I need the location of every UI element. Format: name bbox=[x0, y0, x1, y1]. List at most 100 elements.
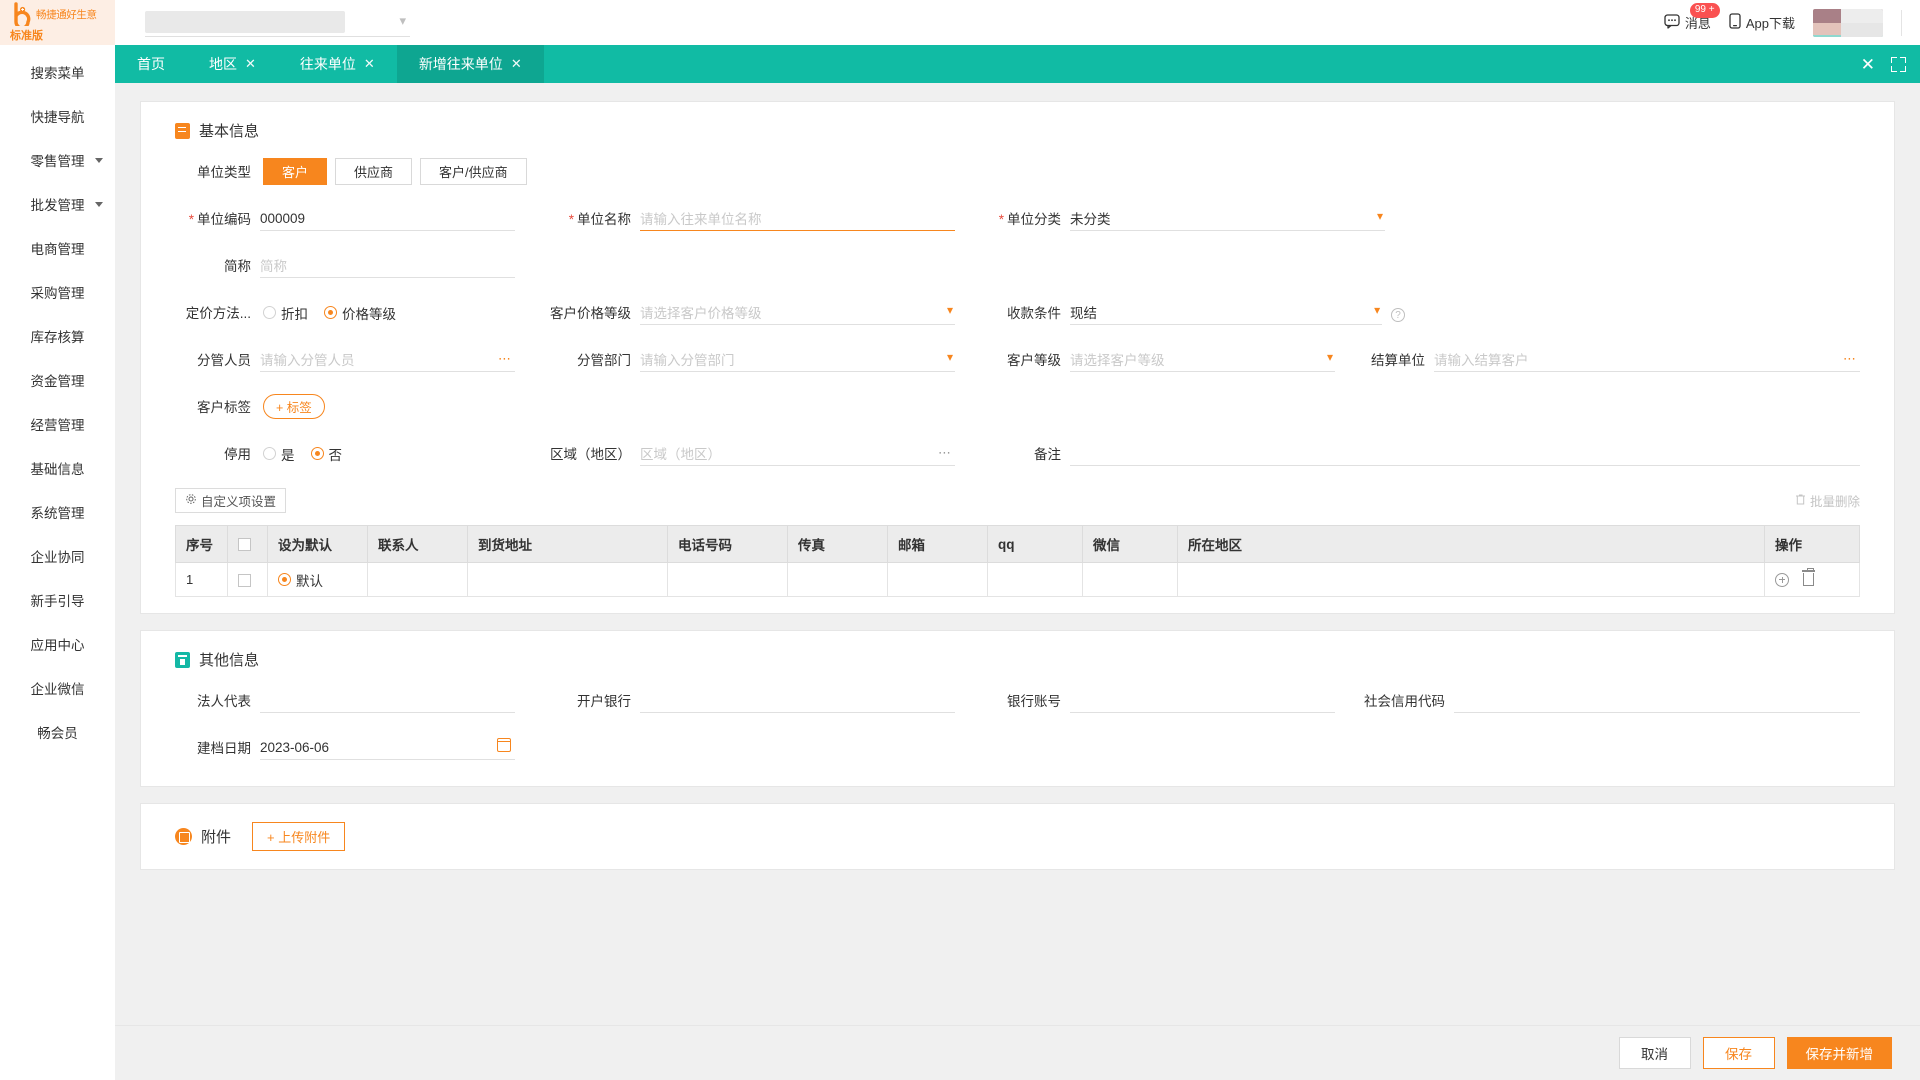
other-info-header: 其他信息 bbox=[141, 649, 1894, 670]
sidebar-item-retail[interactable]: 零售管理 bbox=[0, 138, 115, 182]
close-icon[interactable]: ✕ bbox=[510, 56, 522, 71]
message-label: 消息 bbox=[1684, 16, 1711, 31]
save-button[interactable]: 保存 bbox=[1702, 1037, 1775, 1069]
settlement-unit-input[interactable]: 请输入结算客户 ⋯ bbox=[1434, 347, 1860, 372]
close-icon[interactable]: ✕ bbox=[245, 56, 256, 71]
cell-contact[interactable] bbox=[367, 562, 468, 597]
sidebar-item-label: 企业微信 bbox=[30, 682, 85, 697]
custom-item-settings-button[interactable]: 自定义项设置 bbox=[175, 488, 287, 513]
unit-category-label: 单位分类 bbox=[1007, 212, 1061, 227]
sidebar-item-label: 零售管理 bbox=[30, 154, 85, 169]
bank-name-input[interactable] bbox=[640, 688, 955, 713]
calendar-icon[interactable] bbox=[497, 738, 511, 752]
department-select[interactable]: 请输入分管部门 ▾ bbox=[640, 347, 955, 372]
tab-new-counterparty[interactable]: 新增往来单位 ✕ bbox=[396, 45, 544, 83]
sidebar-item-inventory[interactable]: 库存核算 bbox=[0, 314, 115, 358]
pricing-option-discount[interactable]: 折扣 bbox=[263, 303, 308, 323]
tab-home[interactable]: 首页 bbox=[115, 45, 187, 83]
help-icon[interactable]: ? bbox=[1391, 308, 1405, 322]
bank-account-input[interactable] bbox=[1070, 688, 1335, 713]
sidebar: 搜索菜单 快捷导航 零售管理 批发管理 电商管理 采购管理 库存核算 资金管理 … bbox=[0, 45, 115, 1080]
cell-wechat[interactable] bbox=[1082, 562, 1178, 597]
message-button[interactable]: 消息 99 + bbox=[1664, 3, 1720, 32]
unit-type-option-customer[interactable]: 客户 bbox=[263, 158, 328, 185]
credit-code-input[interactable] bbox=[1454, 688, 1860, 713]
sidebar-item-collaboration[interactable]: 企业协同 bbox=[0, 534, 115, 578]
customer-level-select[interactable]: 请选择客户等级 ▾ bbox=[1070, 347, 1335, 372]
tab-counterparty[interactable]: 往来单位 ✕ bbox=[278, 45, 397, 83]
unit-type-option-supplier[interactable]: 供应商 bbox=[335, 158, 413, 185]
payment-terms-select[interactable]: 现结 ▾ bbox=[1070, 300, 1383, 325]
remark-input[interactable] bbox=[1070, 441, 1860, 466]
tab-region[interactable]: 地区 ✕ bbox=[187, 45, 278, 83]
sidebar-item-ecommerce[interactable]: 电商管理 bbox=[0, 226, 115, 270]
cell-address[interactable] bbox=[467, 562, 668, 597]
brand-logo-box[interactable]: 畅捷通好生意 标准版 bbox=[0, 0, 115, 45]
legal-person-input[interactable] bbox=[260, 688, 515, 713]
col-email: 邮箱 bbox=[887, 525, 988, 563]
short-name-input[interactable]: 简称 bbox=[260, 253, 515, 278]
sidebar-item-basic-info[interactable]: 基础信息 bbox=[0, 446, 115, 490]
close-icon[interactable]: ✕ bbox=[363, 56, 375, 71]
app-download-button[interactable]: App下载 bbox=[1729, 13, 1795, 32]
cancel-button[interactable]: 取消 bbox=[1618, 1037, 1691, 1069]
cell-area[interactable] bbox=[1177, 562, 1765, 597]
batch-delete-button[interactable]: 批量删除 bbox=[1795, 491, 1860, 510]
save-and-new-button[interactable]: 保存并新增 bbox=[1786, 1037, 1892, 1069]
sidebar-item-wecom[interactable]: 企业微信 bbox=[0, 666, 115, 710]
avatar[interactable] bbox=[1813, 8, 1883, 37]
select-all-checkbox[interactable] bbox=[238, 538, 251, 552]
sidebar-item-member[interactable]: 畅会员 bbox=[0, 710, 115, 754]
sidebar-item-search-menu[interactable]: 搜索菜单 bbox=[0, 50, 115, 94]
cell-qq[interactable] bbox=[987, 562, 1083, 597]
customer-price-level-placeholder: 请选择客户价格等级 bbox=[640, 306, 762, 321]
unit-code-input[interactable]: 000009 bbox=[260, 206, 515, 231]
chevron-down-icon: ▾ bbox=[946, 350, 953, 364]
archive-date-input[interactable]: 2023-06-06 bbox=[260, 735, 515, 760]
manager-input[interactable]: 请输入分管人员 ⋯ bbox=[260, 347, 515, 372]
close-icon[interactable]: ✕ bbox=[1860, 54, 1875, 74]
cell-fax[interactable] bbox=[787, 562, 888, 597]
unit-type-option-both[interactable]: 客户/供应商 bbox=[420, 158, 527, 185]
upload-attachment-button[interactable]: + 上传附件 bbox=[252, 822, 346, 851]
add-tag-button[interactable]: + 标签 bbox=[263, 394, 325, 419]
table-toolbar: 自定义项设置 批量删除 bbox=[141, 488, 1894, 513]
sidebar-item-app-center[interactable]: 应用中心 bbox=[0, 622, 115, 666]
unit-category-value: 未分类 bbox=[1070, 212, 1111, 227]
disabled-region-remark-row: 停用 是 否 区域（地区） 区域（地区） bbox=[141, 441, 1894, 466]
more-options-icon[interactable]: ⋯ bbox=[1843, 351, 1857, 366]
customer-price-level-select[interactable]: 请选择客户价格等级 ▾ bbox=[640, 300, 955, 325]
sidebar-item-quick-nav[interactable]: 快捷导航 bbox=[0, 94, 115, 138]
set-default-radio[interactable]: 默认 bbox=[278, 570, 323, 590]
fullscreen-icon[interactable] bbox=[1891, 56, 1906, 72]
unit-name-input[interactable]: 请输入往来单位名称 bbox=[640, 206, 955, 231]
add-row-icon[interactable] bbox=[1775, 572, 1789, 587]
sidebar-item-purchase[interactable]: 采购管理 bbox=[0, 270, 115, 314]
sidebar-item-operations[interactable]: 经营管理 bbox=[0, 402, 115, 446]
more-options-icon[interactable]: ⋯ bbox=[498, 351, 512, 366]
attachment-icon bbox=[175, 828, 192, 845]
disabled-option-no[interactable]: 否 bbox=[310, 444, 342, 464]
table-header-row: 序号 设为默认 联系人 到货地址 电话号码 传真 邮箱 qq 微信 bbox=[175, 525, 1860, 563]
sidebar-item-wholesale[interactable]: 批发管理 bbox=[0, 182, 115, 226]
chevron-down-icon: ▾ bbox=[1376, 209, 1383, 223]
unit-category-select[interactable]: 未分类 ▾ bbox=[1070, 206, 1385, 231]
chevron-down-icon[interactable]: ▾ bbox=[399, 12, 406, 28]
region-input[interactable]: 区域（地区） ⋯ bbox=[640, 441, 955, 466]
table-row[interactable]: 1 默认 bbox=[175, 562, 1860, 597]
row-checkbox[interactable] bbox=[238, 574, 251, 588]
delete-row-icon[interactable] bbox=[1802, 568, 1815, 586]
pricing-option-price-level[interactable]: 价格等级 bbox=[324, 303, 396, 323]
global-search-input[interactable]: ▾ bbox=[145, 9, 410, 37]
sidebar-item-funds[interactable]: 资金管理 bbox=[0, 358, 115, 402]
tab-label: 地区 bbox=[209, 56, 237, 72]
sidebar-item-system[interactable]: 系统管理 bbox=[0, 490, 115, 534]
legal-person-label: 法人代表 bbox=[197, 694, 251, 709]
required-mark: * bbox=[998, 212, 1004, 227]
unit-type-row: 单位类型 客户 供应商 客户/供应商 bbox=[141, 158, 1894, 185]
disabled-option-yes[interactable]: 是 bbox=[263, 444, 295, 464]
cell-email[interactable] bbox=[887, 562, 988, 597]
sidebar-item-newbie-guide[interactable]: 新手引导 bbox=[0, 578, 115, 622]
more-options-icon[interactable]: ⋯ bbox=[938, 445, 952, 460]
cell-phone[interactable] bbox=[667, 562, 788, 597]
